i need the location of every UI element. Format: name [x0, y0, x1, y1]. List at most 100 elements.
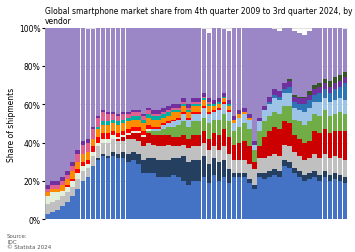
Bar	[65, 185, 70, 187]
Bar	[126, 114, 131, 118]
Bar	[176, 177, 181, 219]
Bar	[131, 111, 136, 112]
Bar	[176, 147, 181, 158]
Bar	[297, 122, 302, 139]
Bar	[161, 147, 166, 160]
Bar	[212, 107, 216, 111]
Bar	[207, 151, 211, 164]
Bar	[111, 135, 115, 139]
Bar	[50, 181, 55, 185]
Bar	[70, 181, 75, 187]
Bar	[207, 139, 211, 151]
Bar	[111, 120, 115, 124]
Bar	[242, 109, 246, 112]
Bar	[91, 152, 95, 156]
Bar	[212, 175, 216, 219]
Bar	[156, 116, 161, 120]
Bar	[312, 177, 317, 219]
Bar	[76, 28, 80, 151]
Bar	[81, 28, 85, 141]
Bar	[131, 139, 136, 152]
Bar	[116, 122, 120, 126]
Text: Source:
IDC
© Statista 2024: Source: IDC © Statista 2024	[7, 233, 51, 249]
Bar	[181, 99, 186, 103]
Bar	[207, 34, 211, 99]
Bar	[191, 107, 196, 112]
Bar	[202, 107, 206, 109]
Bar	[106, 28, 110, 112]
Bar	[333, 89, 337, 101]
Bar	[95, 118, 100, 128]
Bar	[86, 168, 90, 177]
Bar	[282, 145, 287, 160]
Bar	[196, 103, 201, 105]
Bar	[272, 30, 277, 89]
Bar	[191, 105, 196, 107]
Bar	[338, 112, 342, 132]
Bar	[302, 143, 307, 160]
Bar	[126, 135, 131, 139]
Bar	[76, 162, 80, 170]
Bar	[196, 105, 201, 107]
Bar	[207, 164, 211, 183]
Bar	[181, 122, 186, 135]
Bar	[227, 111, 231, 112]
Bar	[146, 109, 151, 111]
Bar	[156, 135, 161, 147]
Bar	[166, 135, 171, 145]
Bar	[323, 99, 327, 111]
Bar	[76, 179, 80, 189]
Bar	[191, 99, 196, 103]
Bar	[222, 130, 226, 147]
Bar	[116, 158, 120, 219]
Bar	[212, 134, 216, 147]
Bar	[126, 162, 131, 219]
Bar	[186, 28, 191, 105]
Bar	[101, 139, 105, 143]
Bar	[247, 130, 252, 147]
Bar	[161, 109, 166, 112]
Bar	[45, 197, 50, 204]
Bar	[186, 118, 191, 120]
Bar	[136, 112, 141, 116]
Y-axis label: Share of shipments: Share of shipments	[7, 87, 16, 161]
Bar	[136, 134, 141, 141]
Bar	[60, 185, 65, 191]
Bar	[131, 152, 136, 160]
Bar	[343, 160, 347, 177]
Bar	[166, 177, 171, 219]
Bar	[131, 26, 136, 111]
Bar	[65, 187, 70, 193]
Bar	[186, 120, 191, 128]
Bar	[212, 120, 216, 134]
Bar	[312, 154, 317, 172]
Bar	[60, 197, 65, 206]
Bar	[307, 95, 312, 101]
Bar	[95, 158, 100, 160]
Bar	[146, 111, 151, 114]
Bar	[257, 118, 262, 122]
Bar	[191, 160, 196, 181]
Bar	[328, 28, 332, 82]
Bar	[126, 112, 131, 114]
Bar	[247, 179, 252, 183]
Bar	[186, 105, 191, 109]
Bar	[146, 158, 151, 174]
Bar	[70, 179, 75, 181]
Bar	[146, 130, 151, 132]
Bar	[212, 28, 216, 101]
Bar	[287, 28, 292, 80]
Bar	[222, 160, 226, 177]
Bar	[242, 160, 246, 174]
Bar	[317, 93, 322, 103]
Bar	[292, 109, 297, 120]
Bar	[262, 174, 267, 179]
Bar	[262, 122, 267, 137]
Bar	[131, 116, 136, 120]
Bar	[282, 160, 287, 166]
Bar	[328, 134, 332, 158]
Bar	[176, 158, 181, 177]
Bar	[277, 97, 282, 101]
Bar	[302, 97, 307, 99]
Bar	[317, 181, 322, 219]
